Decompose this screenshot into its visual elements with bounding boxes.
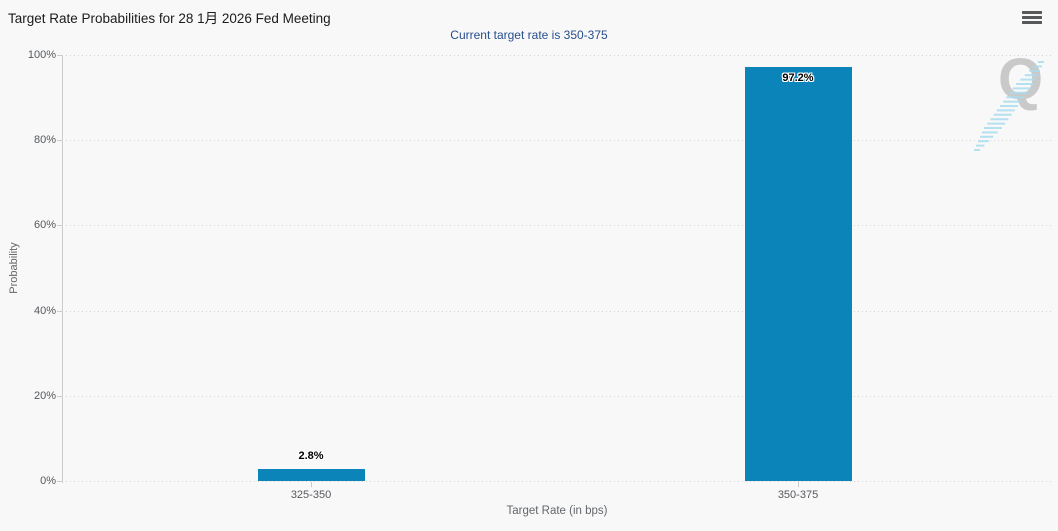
x-category-label: 350-375 [777,489,819,501]
y-axis-title: Probability [8,242,20,294]
gridline [62,140,1052,141]
gridline [62,55,1052,56]
gridline [62,225,1052,226]
y-axis-line [62,55,63,483]
y-tick-label: 80% [33,134,56,146]
gridline [62,311,1052,312]
x-axis-title: Target Rate (in bps) [506,505,608,517]
menu-button[interactable] [1022,11,1042,25]
x-tick-mark [311,482,312,487]
hamburger-icon [1022,11,1042,24]
x-category-label: 325-350 [290,489,332,501]
gridline [62,481,1052,482]
y-tick-label: 100% [27,49,56,61]
y-tick-mark [57,225,62,226]
y-tick-mark [57,481,62,482]
y-tick-mark [57,396,62,397]
quikstrike-watermark: Q [970,51,1055,191]
quikstrike-q-logo-icon: Q [998,47,1044,112]
watermark-stripes-icon [974,61,1044,151]
chart-subtitle: Current target rate is 350-375 [450,28,608,42]
y-tick-label: 40% [33,305,56,317]
y-tick-mark [57,311,62,312]
x-tick-mark [798,482,799,487]
bar-value-label: 2.8% [298,450,324,462]
chart-title: Target Rate Probabilities for 28 1月 2026… [8,11,331,26]
gridline [62,396,1052,397]
bar-value-label: 97.2% [782,72,814,84]
y-tick-label: 20% [33,390,56,402]
y-tick-label: 60% [33,219,56,231]
bar-325-350[interactable] [257,469,365,481]
y-tick-label: 0% [40,475,56,487]
y-tick-mark [57,140,62,141]
bar-350-375[interactable] [744,67,852,481]
y-tick-mark [57,55,62,56]
